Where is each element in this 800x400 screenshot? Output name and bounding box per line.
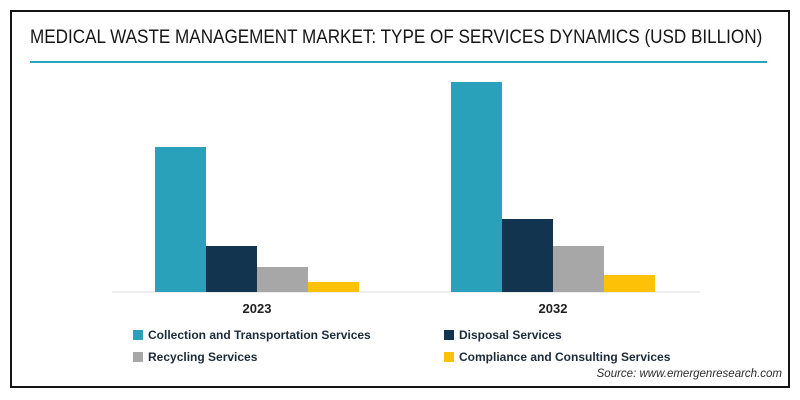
outer-border — [10, 10, 790, 388]
source-attribution: Source: www.emergenresearch.com — [596, 368, 782, 380]
legend-item-disposal-services: Disposal Services — [444, 328, 562, 342]
bar-2023-compliance-consulting-services — [308, 281, 359, 292]
bar-2023-recycling-services — [257, 266, 308, 292]
bar-2032-compliance-consulting-services — [604, 275, 655, 292]
category-label-2023: 2023 — [242, 301, 272, 316]
legend-swatch-gray — [133, 352, 143, 362]
legend-label: Disposal Services — [459, 328, 562, 342]
legend-swatch-navy — [444, 330, 454, 340]
title-underline — [30, 61, 767, 63]
legend-swatch-teal — [133, 330, 143, 340]
bar-group-2032 — [451, 82, 655, 292]
legend-item-recycling-services: Recycling Services — [133, 350, 258, 364]
legend-label: Collection and Transportation Services — [148, 328, 371, 342]
bar-2032-recycling-services — [553, 245, 604, 292]
category-label-2032: 2032 — [538, 301, 568, 316]
bar-2023-disposal-services — [206, 245, 257, 292]
chart-title: MEDICAL WASTE MANAGEMENT MARKET: TYPE OF… — [30, 27, 763, 48]
x-axis-line — [112, 291, 700, 293]
bar-2032-disposal-services — [502, 218, 553, 292]
bar-group-2023 — [155, 147, 359, 292]
legend-item-collection-transportation-services: Collection and Transportation Services — [133, 328, 371, 342]
legend-swatch-yellow — [444, 352, 454, 362]
legend-item-compliance-consulting-services: Compliance and Consulting Services — [444, 350, 671, 364]
legend-label: Compliance and Consulting Services — [459, 350, 671, 364]
bar-2032-collection-transportation-services — [451, 82, 502, 292]
bar-2023-collection-transportation-services — [155, 147, 206, 292]
legend-label: Recycling Services — [148, 350, 258, 364]
